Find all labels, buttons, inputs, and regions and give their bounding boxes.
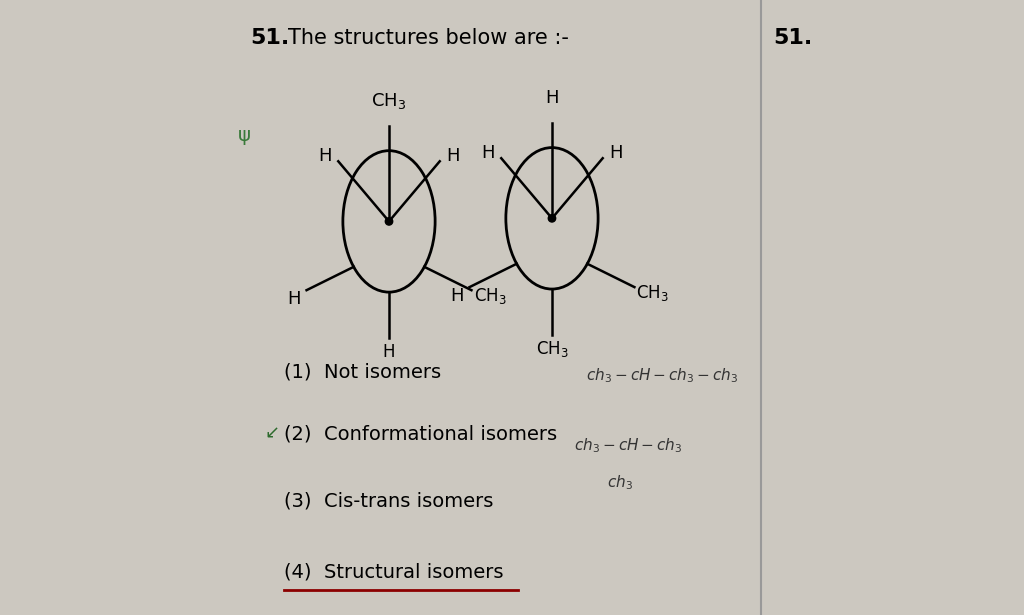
Ellipse shape [548,215,556,222]
Text: H: H [318,148,332,165]
Text: H: H [609,145,623,162]
Ellipse shape [385,218,392,225]
Text: H: H [446,148,460,165]
Text: $ch_3$: $ch_3$ [607,474,633,492]
Text: 51.: 51. [773,28,813,48]
Text: H: H [383,343,395,361]
Text: H: H [481,145,495,162]
Text: (1)  Not isomers: (1) Not isomers [285,363,441,381]
Text: The structures below are :-: The structures below are :- [288,28,568,48]
Text: ψ: ψ [239,126,251,145]
Text: CH$_3$: CH$_3$ [473,287,506,306]
Text: H: H [288,290,301,308]
Text: (2)  Conformational isomers: (2) Conformational isomers [285,424,558,443]
Text: $ch_3-cH-ch_3$: $ch_3-cH-ch_3$ [573,437,682,455]
Text: H: H [545,89,559,108]
Text: CH$_3$: CH$_3$ [536,339,568,359]
Text: CH$_3$: CH$_3$ [372,90,407,111]
Text: ↙: ↙ [264,424,280,443]
Text: CH$_3$: CH$_3$ [637,284,670,303]
Text: $ch_3-cH-ch_3-ch_3$: $ch_3-cH-ch_3-ch_3$ [586,366,738,384]
Text: H: H [451,287,464,305]
Text: (4)  Structural isomers: (4) Structural isomers [285,563,504,581]
Text: 51.: 51. [251,28,290,48]
Text: (3)  Cis-trans isomers: (3) Cis-trans isomers [285,492,494,510]
